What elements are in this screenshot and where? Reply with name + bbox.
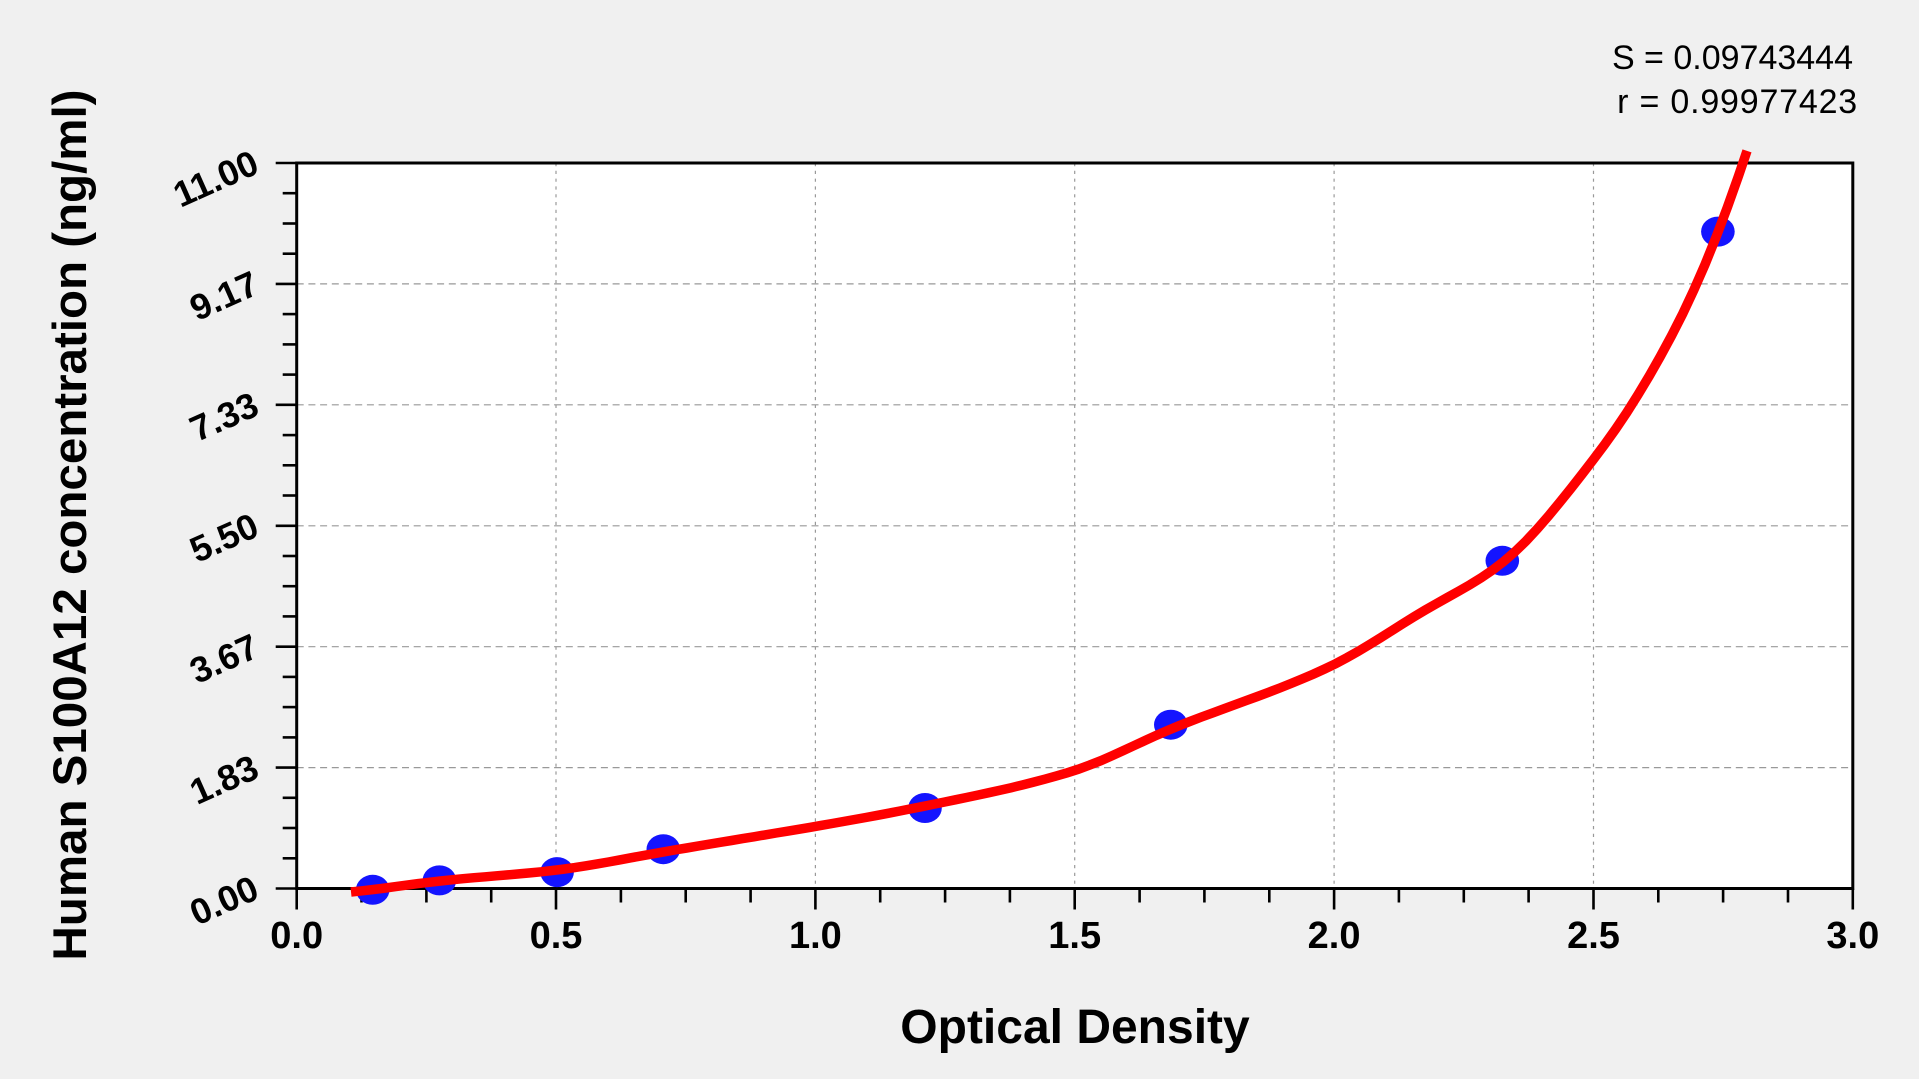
svg-text:0.5: 0.5 xyxy=(530,915,583,957)
svg-text:1.0: 1.0 xyxy=(789,915,842,957)
svg-text:2.5: 2.5 xyxy=(1567,915,1620,957)
svg-text:2.0: 2.0 xyxy=(1308,915,1361,957)
svg-text:3.0: 3.0 xyxy=(1826,915,1879,957)
svg-text:1.5: 1.5 xyxy=(1048,915,1101,957)
svg-text:Optical Density: Optical Density xyxy=(900,1001,1250,1054)
svg-text:Human S100A12 concentration (n: Human S100A12 concentration (ng/ml) xyxy=(44,89,97,960)
svg-text:0.0: 0.0 xyxy=(270,915,323,957)
svg-text:r = 0.99977423: r = 0.99977423 xyxy=(1617,83,1858,121)
svg-text:S = 0.09743444: S = 0.09743444 xyxy=(1612,39,1853,77)
